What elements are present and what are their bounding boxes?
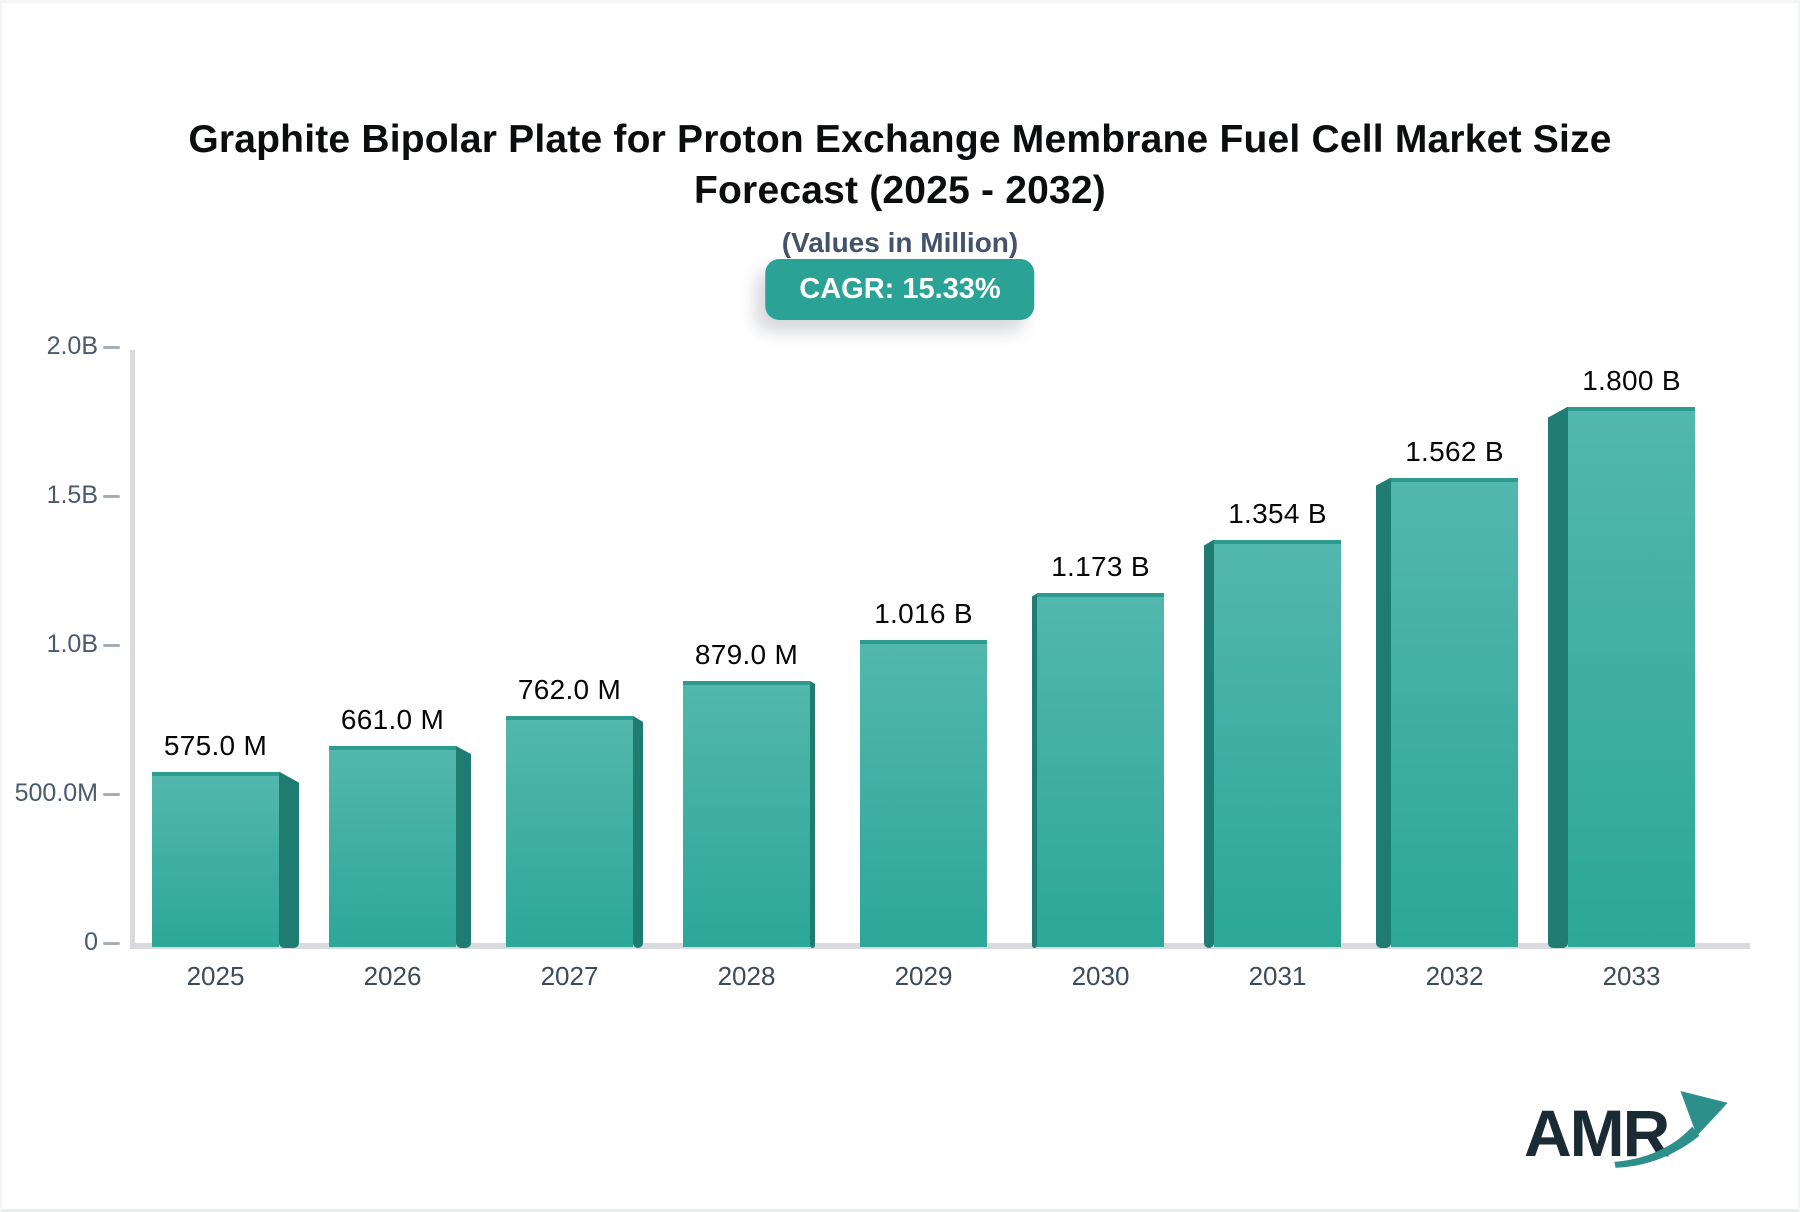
y-axis-tick [103,644,120,647]
y-axis-tick-label: 1.5B [46,481,98,509]
bar-2025[interactable] [152,771,279,947]
bar-2030[interactable] [1037,593,1164,947]
y-axis-tick [103,942,120,945]
bar-value-label-2032: 1.562 B [1405,435,1504,467]
plot-area: 0 500.0M 1.0B 1.5B 2.0B 575.0 M 2025 661.0 M 202… [2,3,1798,1209]
x-axis-label-2028: 2028 [717,961,776,991]
bar-2026[interactable] [329,746,456,947]
y-axis-tick-label: 0 [84,928,98,956]
x-axis-label-2033: 2033 [1602,961,1661,991]
cagr-badge-label: CAGR: 15.33% [799,273,1001,305]
chart-title-line1: Graphite Bipolar Plate for Proton Exchan… [188,118,1612,161]
x-axis-label-2032: 2032 [1425,961,1484,991]
bar-value-label-2031: 1.354 B [1228,497,1327,529]
bar-value-label-2033: 1.800 B [1582,364,1681,396]
cagr-badge: CAGR: 15.33% [765,259,1035,320]
x-axis-label-2030: 2030 [1071,961,1130,991]
y-axis-tick-label: 2.0B [46,332,98,360]
x-axis-label-2031: 2031 [1248,961,1307,991]
x-axis-label-2026: 2026 [363,961,422,991]
x-axis-label-2025: 2025 [186,961,245,991]
y-axis-tick-label: 500.0M [14,779,98,807]
bar-side-2031 [1204,539,1214,948]
bar-side-2026 [456,746,471,948]
y-axis-tick-label: 1.0B [46,630,98,658]
chart-title-line2: Forecast (2025 - 2032) [694,169,1106,212]
x-axis-label-2029: 2029 [894,961,953,991]
bar-value-label-2025: 575.0 M [163,729,268,761]
bar-2028[interactable] [683,681,810,947]
amr-logo: AMR [1524,1083,1764,1193]
bar-value-label-2027: 762.0 M [517,673,622,705]
bar-value-label-2029: 1.016 B [874,598,973,630]
y-axis-tick [103,793,120,796]
bar-2029[interactable] [860,640,987,947]
bar-2031[interactable] [1214,539,1341,947]
y-axis-line [130,350,135,949]
bar-side-2032 [1376,477,1391,948]
bar-value-label-2028: 879.0 M [694,639,799,671]
amr-logo-arrow-icon [1614,1091,1728,1168]
bar-2033[interactable] [1568,406,1695,947]
x-axis-label-2027: 2027 [540,961,599,991]
chart-subtitle: (Values in Million) [781,227,1019,258]
bar-2032[interactable] [1391,477,1518,947]
bar-value-label-2030: 1.173 B [1051,551,1150,583]
bar-value-label-2026: 661.0 M [340,704,445,736]
bar-2027[interactable] [506,715,633,947]
y-axis-tick [103,346,120,349]
bar-side-2028 [810,681,815,948]
bar-side-2025 [279,771,299,948]
bar-side-2033 [1548,406,1568,948]
y-axis-tick [103,495,120,498]
bar-side-2030 [1032,593,1037,948]
bar-side-2027 [633,715,643,948]
